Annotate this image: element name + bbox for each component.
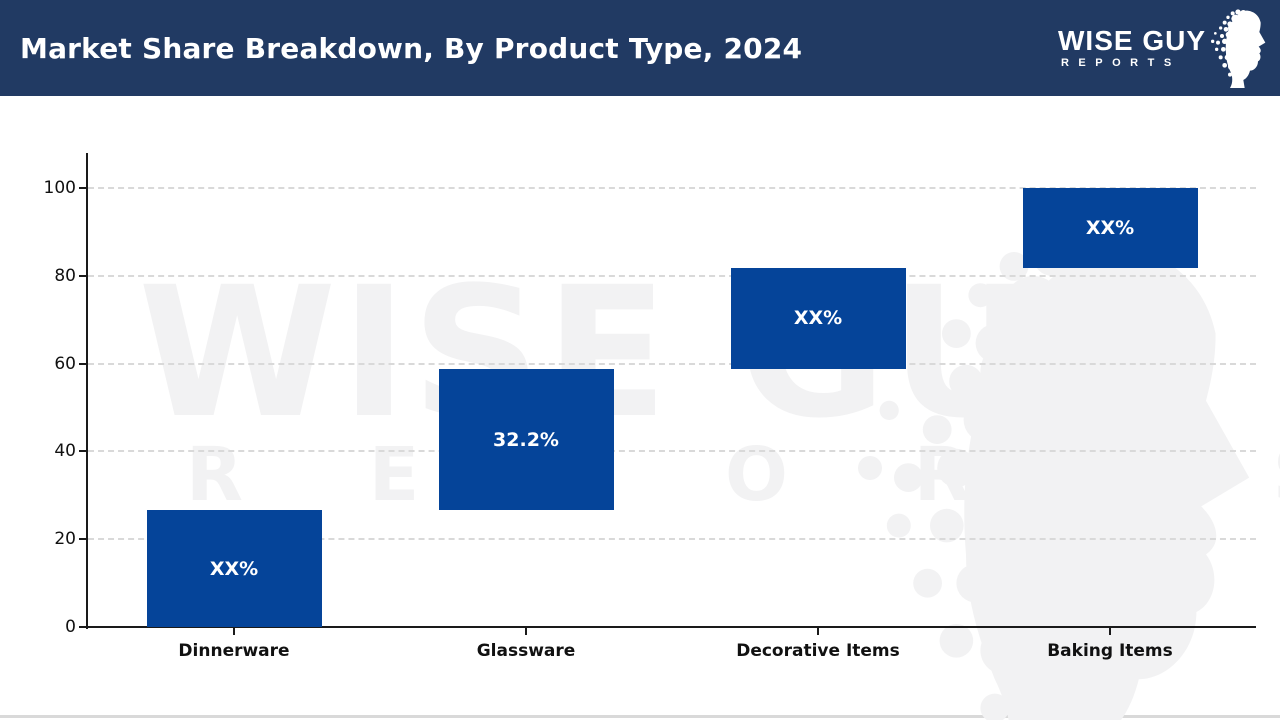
y-axis-tick [79, 187, 87, 189]
gridline-y20 [88, 538, 1256, 541]
gridline-y100 [88, 187, 1256, 189]
brand-logo-text: WISE GUY REPORTS [1058, 27, 1206, 69]
gridline-y60 [88, 362, 1256, 365]
x-axis-tick [1109, 628, 1111, 635]
gridline-y40 [88, 450, 1256, 453]
x-axis-tick [817, 628, 819, 635]
y-axis-tick-label: 0 [65, 617, 76, 637]
x-axis-category-label: Decorative Items [736, 641, 900, 661]
brand-subtitle: REPORTS [1060, 57, 1181, 69]
bar-dinnerware: XX% [146, 510, 322, 627]
bar-value-label: XX% [793, 307, 843, 330]
y-axis-tick [79, 362, 87, 365]
y-axis-tick-label: 60 [54, 353, 76, 374]
bar-value-label: XX% [209, 557, 259, 580]
brand-name: WISE GUY [1057, 25, 1206, 56]
y-axis-line [86, 153, 88, 629]
x-axis-category-label: Baking Items [1047, 641, 1173, 661]
plot-region: 0 20 40 60 80 100 XX% Dinnerware 32.2% Glassware X… [0, 96, 1280, 720]
brand-head-icon [1211, 9, 1266, 88]
chart-area: WISE GUY R E P O R T S 0 20 40 60 80 100 XX% Di… [0, 96, 1280, 720]
bar-glassware: 32.2% [438, 368, 614, 511]
bar-value-label: XX% [1085, 216, 1135, 239]
y-axis-tick-label: 20 [54, 529, 76, 550]
y-axis-tick [79, 274, 87, 277]
x-axis-line [86, 626, 1256, 628]
x-axis-tick [233, 628, 235, 635]
x-axis-category-label: Glassware [476, 641, 576, 661]
y-axis-tick [79, 450, 87, 453]
footer-divider [0, 715, 1280, 718]
y-axis-tick-label: 80 [54, 265, 76, 286]
gridline-y80 [88, 274, 1256, 277]
y-axis-tick [79, 538, 87, 541]
bar-decorative-items: XX% [730, 267, 906, 369]
page-title: Market Share Breakdown, By Product Type,… [20, 31, 803, 65]
bar-value-label: 32.2% [493, 428, 559, 451]
x-axis-tick [525, 628, 527, 635]
x-axis-category-label: Dinnerware [178, 641, 290, 661]
y-axis-tick [79, 626, 87, 628]
brand-logo: WISE GUY REPORTS [1058, 4, 1266, 92]
y-axis-tick-label: 100 [43, 178, 76, 198]
y-axis-tick-label: 40 [54, 441, 76, 462]
bar-baking-items: XX% [1022, 188, 1198, 268]
header-bar: Market Share Breakdown, By Product Type,… [0, 0, 1280, 96]
